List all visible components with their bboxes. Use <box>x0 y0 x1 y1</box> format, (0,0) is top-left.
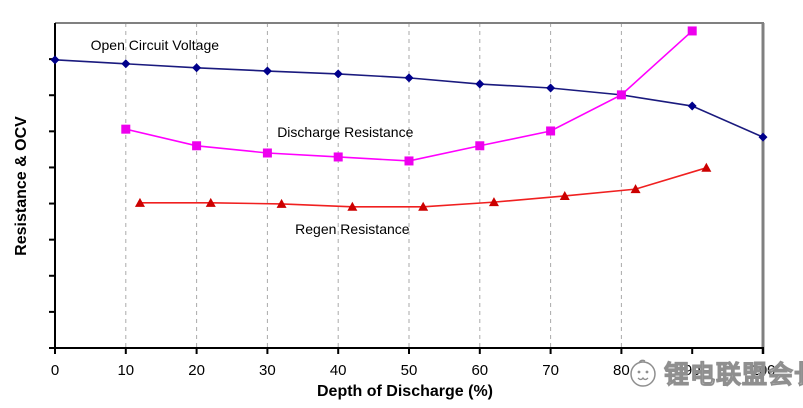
data-point-marker <box>404 73 414 83</box>
x-tick-label: 70 <box>542 362 559 379</box>
data-point-marker <box>687 101 697 111</box>
data-point-marker <box>546 126 556 136</box>
data-point-marker <box>205 197 216 207</box>
series-label: Open Circuit Voltage <box>91 37 220 53</box>
x-tick-label: 80 <box>613 362 630 379</box>
data-point-marker <box>616 90 626 100</box>
data-point-marker <box>192 63 202 73</box>
x-tick-label: 50 <box>401 362 418 379</box>
watermark: 锂电联盟会长 <box>628 353 803 393</box>
data-point-marker <box>546 83 556 93</box>
data-point-marker <box>121 124 131 134</box>
x-tick-label: 60 <box>471 362 488 379</box>
series-label: Discharge Resistance <box>277 124 413 140</box>
data-point-marker <box>488 197 499 207</box>
x-tick-label: 30 <box>259 362 276 379</box>
data-point-marker <box>701 162 712 172</box>
data-point-marker <box>192 141 202 151</box>
x-tick-label: 100 <box>750 362 775 379</box>
data-point-marker <box>333 152 343 162</box>
data-point-marker <box>262 66 272 76</box>
data-point-marker <box>758 132 768 142</box>
x-axis-title: Depth of Discharge (%) <box>316 383 493 400</box>
data-point-marker <box>134 197 145 207</box>
data-point-marker <box>121 59 131 69</box>
data-point-marker <box>50 55 60 65</box>
x-tick-label: 40 <box>330 362 347 379</box>
x-tick-label: 0 <box>51 362 59 379</box>
watermark-logo-icon <box>630 359 656 387</box>
y-axis-title: Resistance & OCV <box>13 116 30 256</box>
data-point-marker <box>276 198 287 208</box>
data-point-marker <box>687 26 697 36</box>
data-point-marker <box>333 69 343 79</box>
data-point-marker <box>262 148 272 158</box>
data-point-marker <box>404 156 414 166</box>
watermark-text: 锂电联盟会长 <box>663 361 803 390</box>
data-point-marker <box>475 141 485 151</box>
x-tick-label: 20 <box>188 362 205 379</box>
data-point-marker <box>630 184 641 194</box>
data-point-marker <box>418 201 429 211</box>
series-label: Regen Resistance <box>295 221 410 237</box>
data-point-marker <box>475 79 485 89</box>
x-tick-label: 10 <box>117 362 134 379</box>
x-tick-label: 90 <box>684 362 701 379</box>
data-point-marker <box>559 190 570 200</box>
data-point-marker <box>347 201 358 211</box>
